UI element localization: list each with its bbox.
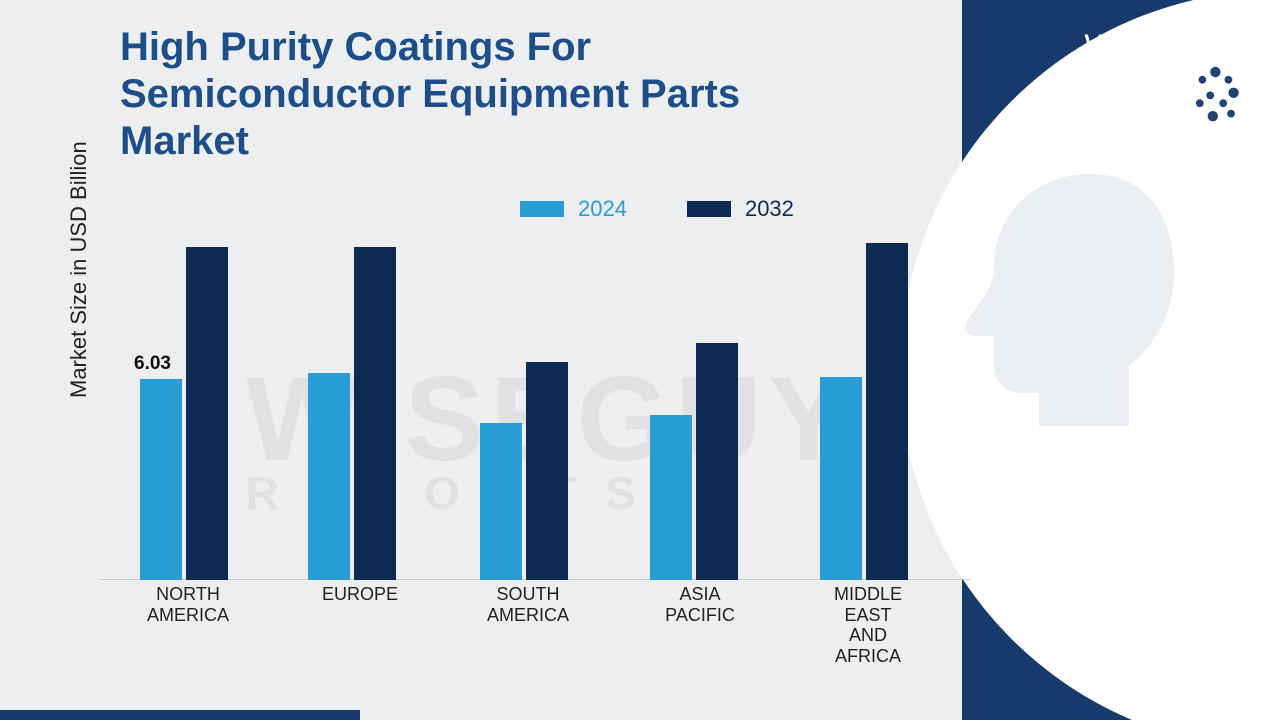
y-axis-label: Market Size in USD Billion: [66, 141, 92, 398]
brand-head-icon: [1140, 46, 1270, 176]
bar-2032: [526, 362, 568, 580]
legend-item-2024: 2024: [520, 196, 627, 222]
plot-area: 6.03: [100, 230, 970, 580]
bar-2032: [186, 247, 228, 580]
x-axis-label: MIDDLEEASTANDAFRICA: [798, 584, 938, 667]
legend-swatch-2024: [520, 201, 564, 217]
bar-2024: [820, 377, 862, 580]
legend-label-2024: 2024: [578, 196, 627, 222]
footer-accent-bar: [0, 710, 360, 720]
x-axis-label: NORTHAMERICA: [118, 584, 258, 625]
x-axis-label: EUROPE: [290, 584, 430, 605]
bar-2024: [308, 373, 350, 580]
bar-value-label: 6.03: [134, 353, 171, 375]
legend-swatch-2032: [687, 201, 731, 217]
chart-stage: WISEGUY REPORTS WISEGUY REPORTS High Pur…: [0, 0, 1280, 720]
legend: 2024 2032: [520, 196, 794, 222]
x-axis-label: SOUTHAMERICA: [458, 584, 598, 625]
bar-2024: [140, 379, 182, 580]
bar-2024: [650, 415, 692, 580]
chart-title: High Purity Coatings For Semiconductor E…: [120, 24, 780, 166]
legend-label-2032: 2032: [745, 196, 794, 222]
bar-2032: [866, 243, 908, 580]
legend-item-2032: 2032: [687, 196, 794, 222]
brand-logo: WISEGUY REPORTS: [1084, 28, 1252, 80]
bar-2024: [480, 423, 522, 580]
bar-2032: [696, 343, 738, 580]
bar-2032: [354, 247, 396, 580]
x-axis-label: ASIAPACIFIC: [630, 584, 770, 625]
